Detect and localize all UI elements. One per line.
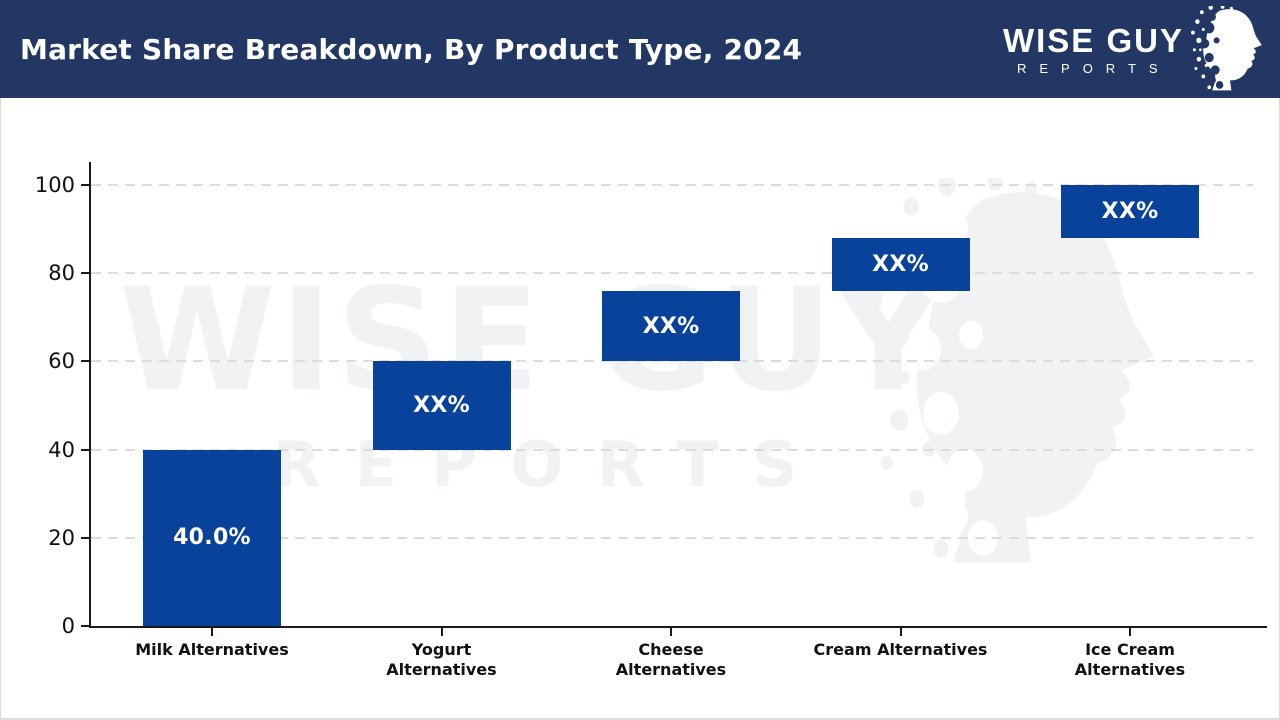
gridline-80 [91, 272, 1253, 275]
chart-title: Market Share Breakdown, By Product Type,… [20, 32, 803, 66]
bar-value-label-ice-cream-alternatives: XX% [1101, 198, 1159, 224]
y-tick-0 [81, 625, 89, 627]
bar-milk-alternatives: 40.0% [143, 449, 281, 626]
logo-text: WISE GUY REPORTS [1003, 24, 1184, 75]
wiseguy-logo: WISE GUY REPORTS [1003, 6, 1264, 92]
watermark-wordmark: WISE GUY [119, 258, 944, 423]
chart-canvas: WISE GUY REPORTS 0 20 40 60 80 100 40.0% Milk A… [0, 98, 1280, 720]
x-tick-ice-cream-alternatives [1129, 628, 1131, 636]
x-tick-cream-alternatives [899, 628, 902, 636]
x-axis-label-ice-cream-alternatives: Ice Cream Alternatives [1074, 640, 1186, 679]
bar-value-label-milk-alternatives: 40.0% [173, 525, 251, 551]
y-tick-80 [81, 272, 89, 275]
gridline-60 [91, 360, 1253, 363]
bar-value-label-yogurt-alternatives: XX% [413, 392, 470, 418]
x-tick-milk-alternatives [211, 628, 213, 636]
gridline-100 [91, 184, 1253, 186]
bar-cream-alternatives: XX% [831, 237, 970, 291]
x-axis-line [89, 626, 1267, 628]
y-tick-label-100: 100 [34, 173, 75, 197]
y-tick-60 [81, 360, 89, 363]
y-tick-label-80: 80 [48, 261, 75, 286]
logo-wordmark: WISE GUY [1002, 21, 1184, 59]
y-tick-100 [81, 184, 89, 186]
logo-subtitle: REPORTS [1016, 60, 1171, 76]
y-tick-label-60: 60 [48, 349, 75, 374]
y-tick-20 [81, 536, 89, 539]
x-tick-cheese-alternatives [670, 628, 672, 636]
bar-yogurt-alternatives: XX% [372, 361, 511, 450]
bar-value-label-cream-alternatives: XX% [872, 251, 929, 277]
x-axis-label-cream-alternatives: Cream Alternatives [813, 640, 988, 659]
x-axis-label-yogurt-alternatives: Yogurt Alternatives [386, 640, 497, 679]
gridline-40 [91, 448, 1253, 451]
x-axis-label-cheese-alternatives: Cheese Alternatives [615, 640, 727, 679]
x-tick-yogurt-alternatives [440, 628, 443, 636]
bar-value-label-cheese-alternatives: XX% [642, 313, 700, 339]
bar-ice-cream-alternatives: XX% [1061, 185, 1199, 238]
x-axis-label-milk-alternatives: Milk Alternatives [135, 640, 289, 659]
y-tick-label-0: 0 [61, 614, 75, 638]
plot-area: 0 20 40 60 80 100 40.0% Milk Alternatives XX% Yog… [1, 98, 1279, 718]
bar-cheese-alternatives: XX% [602, 290, 740, 362]
y-tick-40 [81, 448, 89, 451]
gridline-20 [91, 536, 1253, 539]
y-axis-line [89, 162, 91, 628]
y-tick-label-20: 20 [48, 525, 75, 550]
wiseguy-head-icon [1190, 6, 1264, 92]
header-bar: Market Share Breakdown, By Product Type,… [0, 0, 1280, 98]
watermark-subtitle: REPORTS [273, 428, 832, 501]
y-tick-label-40: 40 [48, 437, 75, 462]
